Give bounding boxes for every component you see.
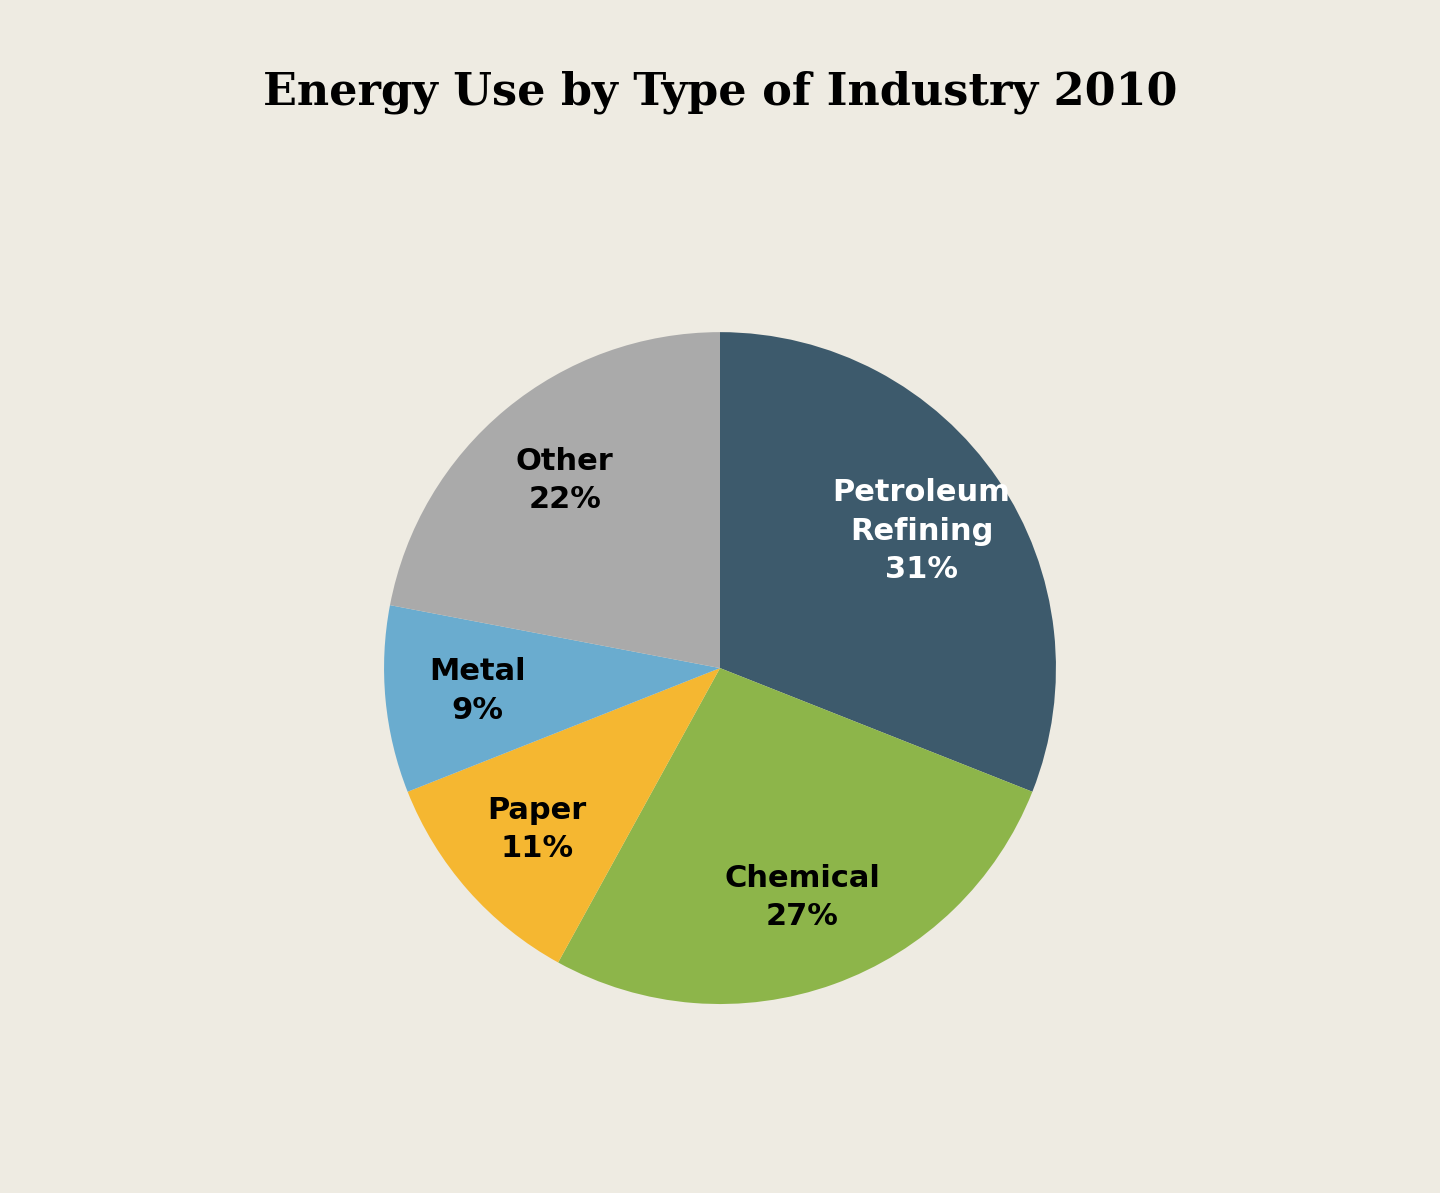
Wedge shape: [559, 668, 1032, 1005]
Title: Energy Use by Type of Industry 2010: Energy Use by Type of Industry 2010: [262, 70, 1178, 113]
Text: Metal
9%: Metal 9%: [429, 657, 526, 724]
Text: Paper
11%: Paper 11%: [488, 796, 588, 863]
Wedge shape: [408, 668, 720, 963]
Text: Other
22%: Other 22%: [516, 447, 613, 514]
Wedge shape: [390, 332, 720, 668]
Wedge shape: [384, 605, 720, 792]
Text: Chemical
27%: Chemical 27%: [724, 864, 880, 931]
Wedge shape: [720, 332, 1056, 792]
Text: Petroleum
Refining
31%: Petroleum Refining 31%: [832, 478, 1011, 583]
